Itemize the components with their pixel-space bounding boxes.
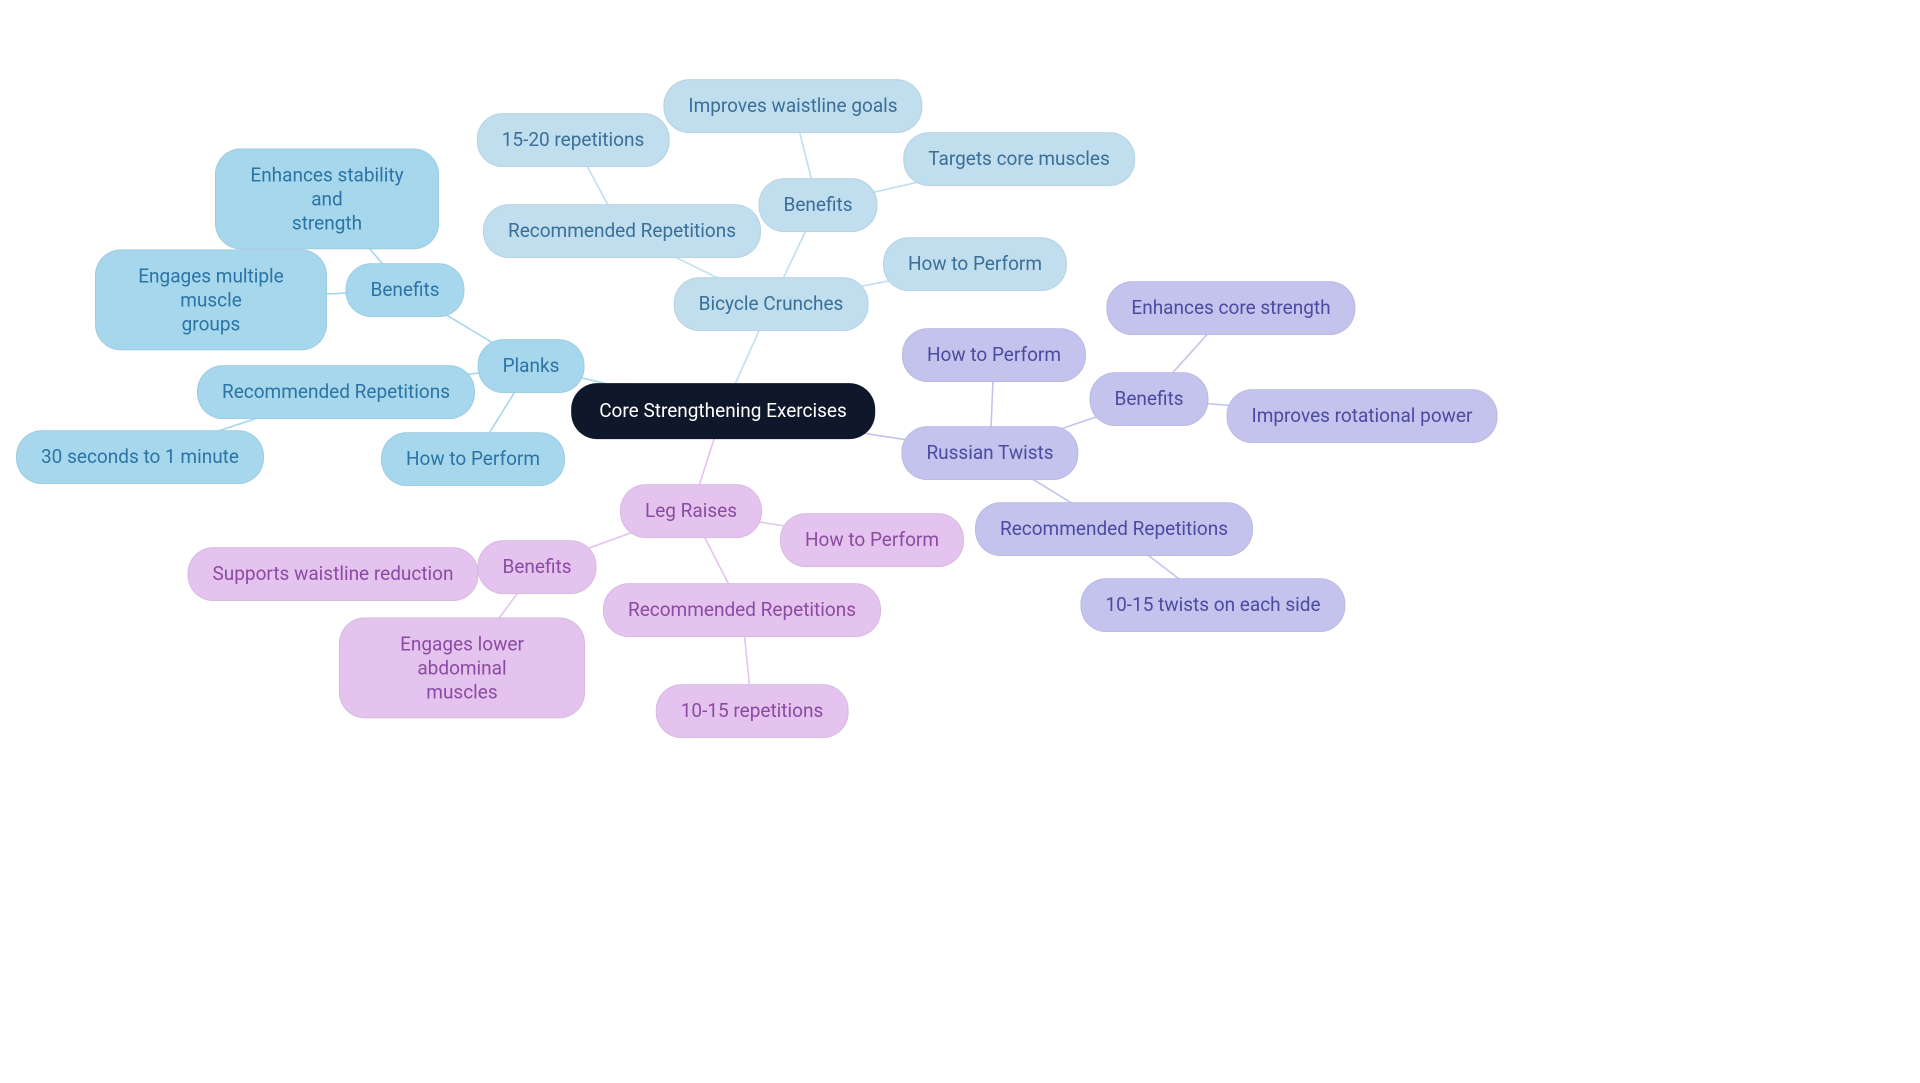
mindmap-node[interactable]: Engages multiple musclegroups bbox=[95, 249, 327, 350]
mindmap-node[interactable]: Supports waistline reduction bbox=[188, 547, 479, 601]
mindmap-node[interactable]: Leg Raises bbox=[620, 484, 762, 538]
mindmap-node[interactable]: Benefits bbox=[345, 263, 464, 317]
mindmap-node[interactable]: Recommended Repetitions bbox=[197, 365, 475, 419]
mindmap-node[interactable]: How to Perform bbox=[902, 328, 1086, 382]
root-node[interactable]: Core Strengthening Exercises bbox=[571, 383, 875, 439]
mindmap-node[interactable]: Benefits bbox=[477, 540, 596, 594]
mindmap-node[interactable]: 30 seconds to 1 minute bbox=[16, 430, 264, 484]
mindmap-node[interactable]: Bicycle Crunches bbox=[674, 277, 869, 331]
mindmap-canvas: Core Strengthening ExercisesPlanks How to… bbox=[0, 0, 1920, 1083]
mindmap-node[interactable]: Enhances stability andstrength bbox=[215, 148, 439, 249]
mindmap-node[interactable]: Recommended Repetitions bbox=[483, 204, 761, 258]
mindmap-node[interactable]: Benefits bbox=[1089, 372, 1208, 426]
mindmap-node[interactable]: How to Perform bbox=[381, 432, 565, 486]
mindmap-node[interactable]: Enhances core strength bbox=[1106, 281, 1355, 335]
mindmap-node[interactable]: Improves waistline goals bbox=[663, 79, 922, 133]
mindmap-node[interactable]: Improves rotational power bbox=[1227, 389, 1498, 443]
mindmap-node[interactable]: 15-20 repetitions bbox=[477, 113, 670, 167]
mindmap-node[interactable]: Planks bbox=[478, 339, 585, 393]
mindmap-node[interactable]: 10-15 twists on each side bbox=[1080, 578, 1345, 632]
mindmap-node[interactable]: Recommended Repetitions bbox=[603, 583, 881, 637]
mindmap-node[interactable]: Benefits bbox=[758, 178, 877, 232]
mindmap-node[interactable]: Targets core muscles bbox=[903, 132, 1135, 186]
mindmap-node[interactable]: Russian Twists bbox=[901, 426, 1078, 480]
mindmap-node[interactable]: Engages lower abdominalmuscles bbox=[339, 617, 585, 718]
mindmap-node[interactable]: How to Perform bbox=[780, 513, 964, 567]
mindmap-node[interactable]: Recommended Repetitions bbox=[975, 502, 1253, 556]
mindmap-node[interactable]: 10-15 repetitions bbox=[656, 684, 849, 738]
mindmap-node[interactable]: How to Perform bbox=[883, 237, 1067, 291]
